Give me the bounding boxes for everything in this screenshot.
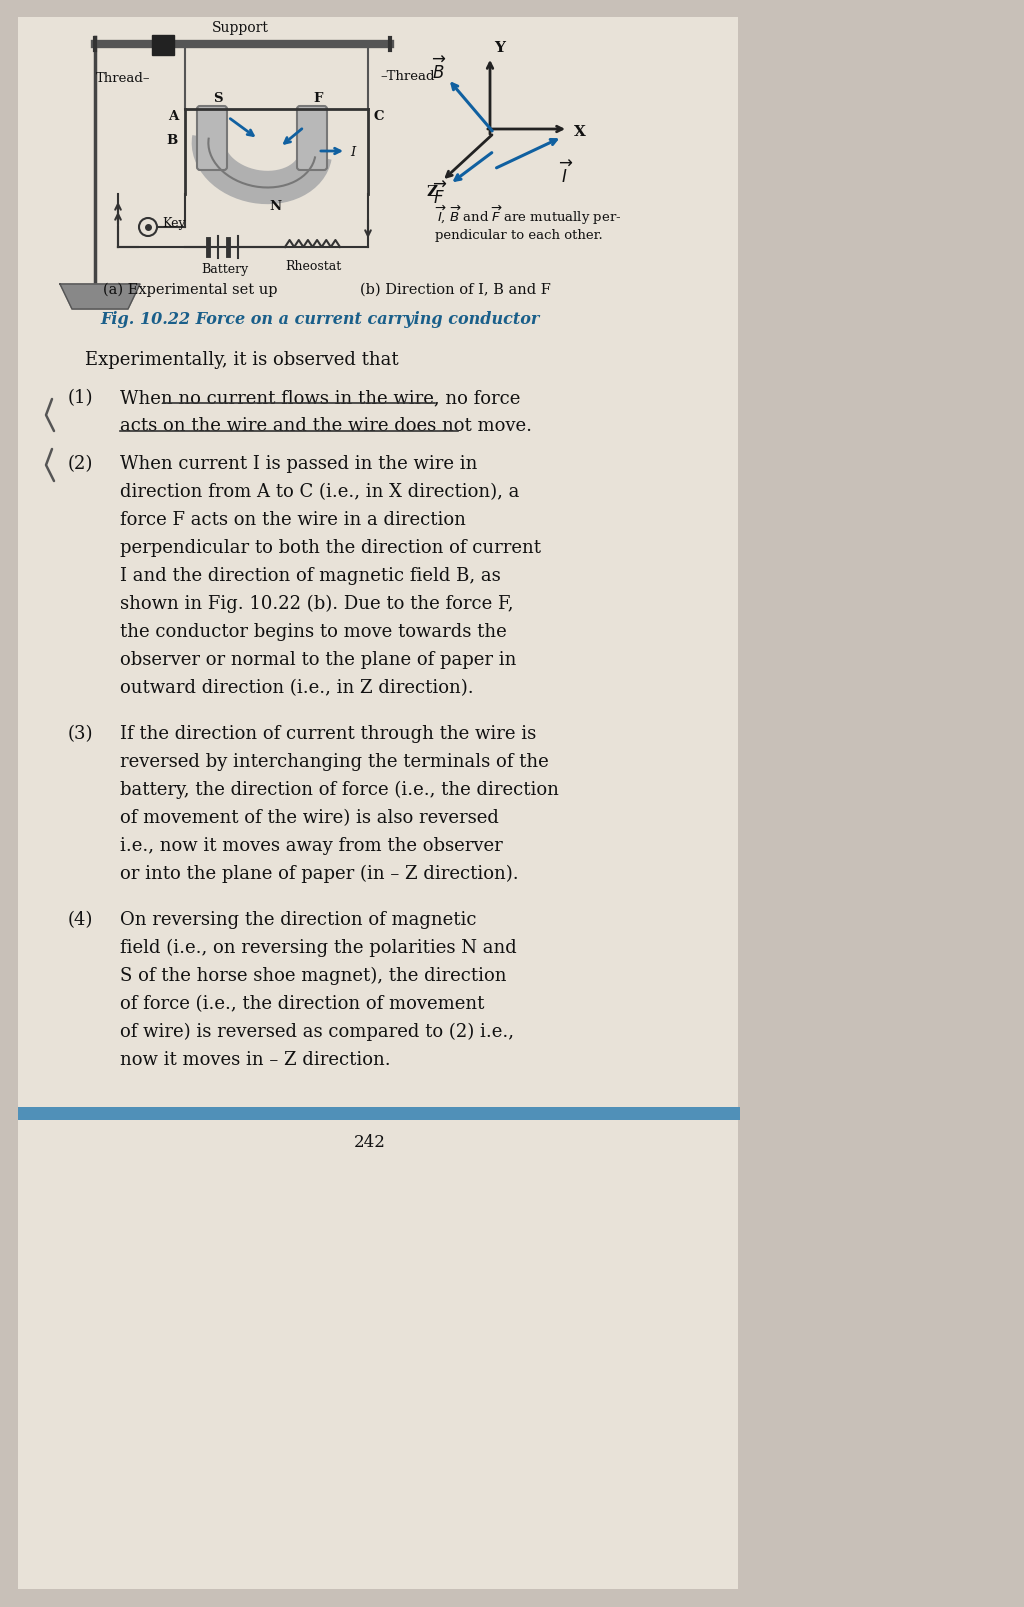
Text: (4): (4) (68, 911, 93, 929)
Text: Fig. 10.22 Force on a current carrying conductor: Fig. 10.22 Force on a current carrying c… (100, 312, 540, 328)
Text: B: B (167, 133, 178, 146)
Text: pendicular to each other.: pendicular to each other. (435, 228, 603, 241)
Text: (2): (2) (68, 455, 93, 472)
Text: $\overrightarrow{I}$, $\overrightarrow{B}$ and $\overrightarrow{F}$ are mutually: $\overrightarrow{I}$, $\overrightarrow{B… (435, 202, 622, 227)
Text: C: C (374, 109, 384, 122)
Text: I and the direction of magnetic field B, as: I and the direction of magnetic field B,… (120, 567, 501, 585)
FancyBboxPatch shape (197, 108, 227, 170)
Polygon shape (60, 284, 140, 310)
Text: If the direction of current through the wire is: If the direction of current through the … (120, 725, 537, 742)
Text: N: N (269, 199, 281, 212)
Text: I: I (350, 145, 355, 159)
Text: Battery: Battery (202, 264, 249, 276)
Text: Rheostat: Rheostat (285, 260, 341, 273)
Text: acts on the wire and the wire does not move.: acts on the wire and the wire does not m… (120, 416, 532, 435)
Text: of wire) is reversed as compared to (2) i.e.,: of wire) is reversed as compared to (2) … (120, 1022, 514, 1040)
Text: i.e., now it moves away from the observer: i.e., now it moves away from the observe… (120, 837, 503, 855)
Text: now it moves in – Z direction.: now it moves in – Z direction. (120, 1051, 390, 1069)
Text: force F acts on the wire in a direction: force F acts on the wire in a direction (120, 511, 466, 529)
Text: Z: Z (426, 185, 437, 199)
Text: S: S (213, 92, 223, 104)
Text: (1): (1) (68, 389, 93, 407)
Text: When no current flows in the wire, no force: When no current flows in the wire, no fo… (120, 389, 520, 407)
Text: (a) Experimental set up: (a) Experimental set up (102, 283, 278, 297)
Text: –Thread: –Thread (380, 69, 434, 82)
Text: $\overrightarrow{B}$: $\overrightarrow{B}$ (432, 56, 447, 84)
Text: field (i.e., on reversing the polarities N and: field (i.e., on reversing the polarities… (120, 938, 517, 956)
Text: of movement of the wire) is also reversed: of movement of the wire) is also reverse… (120, 808, 499, 826)
Text: $\overrightarrow{I}$: $\overrightarrow{I}$ (559, 161, 573, 186)
Text: (b) Direction of I, B and F: (b) Direction of I, B and F (359, 283, 551, 297)
Text: reversed by interchanging the terminals of the: reversed by interchanging the terminals … (120, 752, 549, 770)
Bar (18, 1107, 740, 1120)
Text: Thread–: Thread– (95, 71, 150, 85)
Text: the conductor begins to move towards the: the conductor begins to move towards the (120, 622, 507, 641)
Text: A: A (168, 109, 178, 122)
Text: F: F (313, 92, 323, 104)
Text: of force (i.e., the direction of movement: of force (i.e., the direction of movemen… (120, 995, 484, 1012)
Text: S of the horse shoe magnet), the direction: S of the horse shoe magnet), the directi… (120, 966, 507, 985)
FancyBboxPatch shape (297, 108, 327, 170)
Text: observer or normal to the plane of paper in: observer or normal to the plane of paper… (120, 651, 516, 669)
Bar (152, 35, 174, 56)
Text: On reversing the direction of magnetic: On reversing the direction of magnetic (120, 911, 476, 929)
FancyBboxPatch shape (18, 18, 738, 1589)
Text: direction from A to C (i.e., in X direction), a: direction from A to C (i.e., in X direct… (120, 482, 519, 501)
Text: or into the plane of paper (in – Z direction).: or into the plane of paper (in – Z direc… (120, 865, 518, 882)
Text: 242: 242 (354, 1135, 386, 1151)
Text: Experimentally, it is observed that: Experimentally, it is observed that (85, 350, 398, 368)
Text: perpendicular to both the direction of current: perpendicular to both the direction of c… (120, 538, 541, 556)
Text: $\overrightarrow{F}$: $\overrightarrow{F}$ (433, 182, 447, 207)
Text: (3): (3) (68, 725, 93, 742)
Text: When current I is passed in the wire in: When current I is passed in the wire in (120, 455, 477, 472)
Text: X: X (574, 125, 586, 138)
Text: shown in Fig. 10.22 (b). Due to the force F,: shown in Fig. 10.22 (b). Due to the forc… (120, 595, 513, 612)
Text: Key: Key (162, 217, 185, 230)
Text: battery, the direction of force (i.e., the direction: battery, the direction of force (i.e., t… (120, 781, 559, 799)
Text: Support: Support (212, 21, 268, 35)
Text: Y: Y (494, 40, 505, 55)
Text: outward direction (i.e., in Z direction).: outward direction (i.e., in Z direction)… (120, 678, 474, 696)
